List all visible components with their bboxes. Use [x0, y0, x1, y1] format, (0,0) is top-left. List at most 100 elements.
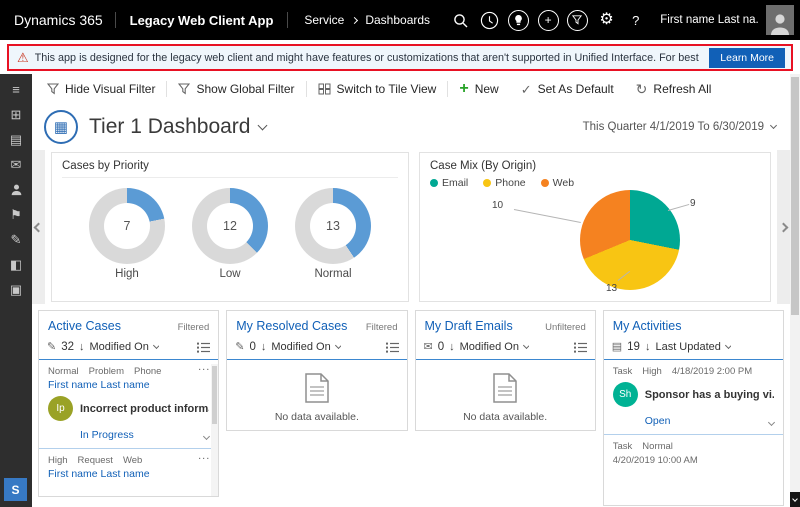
dynamics-365-brand[interactable]: Dynamics 365 [14, 12, 103, 28]
pie-chart[interactable] [580, 190, 680, 290]
sort-field-selector[interactable]: Modified On [460, 341, 529, 353]
worklist-icon[interactable]: ▤ [9, 132, 23, 147]
quick-create-button[interactable]: + [536, 7, 561, 34]
card-toolbar: ▤ 19 ↓ Last Updated [603, 339, 783, 360]
empty-state-text: No data available. [274, 411, 359, 423]
library-icon[interactable]: ▣ [9, 282, 23, 297]
priority-tag: Normal [642, 441, 673, 452]
chevron-down-icon [769, 121, 778, 130]
customer-link[interactable]: First name Last name [48, 468, 150, 480]
advanced-find-button[interactable] [565, 7, 590, 34]
customer-link[interactable]: First name Last name [48, 379, 150, 391]
settings-button[interactable]: ⚙ [594, 7, 619, 34]
legend-label: Email [442, 177, 469, 189]
card-title[interactable]: Active Cases [48, 319, 121, 333]
donut-label: High [115, 268, 139, 280]
search-button[interactable] [448, 7, 473, 34]
help-button[interactable]: ? [623, 7, 648, 34]
learn-more-button[interactable]: Learn More [709, 47, 785, 68]
legend-item-phone[interactable]: Phone [483, 177, 526, 189]
date-range-selector[interactable]: This Quarter 4/1/2019 To 6/30/2019 [583, 121, 778, 133]
activity-row[interactable]: Task Normal 4/20/2019 10:00 AM [603, 434, 783, 470]
card-toolbar: ✉ 0 ↓ Modified On [415, 339, 595, 360]
card-toolbar: ✎ 32 ↓ Modified On [39, 339, 219, 360]
chevron-right-icon [351, 16, 359, 24]
donut-chart[interactable]: 7 [89, 188, 165, 264]
chart-title: Cases by Priority [62, 160, 398, 178]
scroll-charts-right-button[interactable] [777, 150, 790, 304]
chevron-down-icon [334, 341, 341, 350]
timestamp: 4/20/2019 10:00 AM [612, 455, 698, 466]
menu-icon[interactable]: ≡ [12, 82, 20, 97]
activity-row[interactable]: Task High 4/18/2019 2:00 PM Sh Sponsor h… [604, 360, 783, 434]
legend-dot [430, 179, 438, 187]
mail-icon[interactable]: ✉ [10, 157, 22, 172]
legend-item-web[interactable]: Web [540, 177, 574, 189]
type-tag: Problem [88, 366, 124, 377]
refresh-all-button[interactable]: ↻ Refresh All [625, 82, 723, 96]
list-view-icon[interactable] [197, 342, 211, 353]
dashboard-title[interactable]: Tier 1 Dashboard [89, 115, 251, 138]
sort-descending-icon[interactable]: ↓ [79, 340, 85, 353]
sort-field-selector[interactable]: Last Updated [655, 341, 731, 353]
show-global-filter-button[interactable]: Show Global Filter [167, 82, 305, 96]
my-draft-emails-card: My Draft Emails Unfiltered ✉ 0 ↓ Modifie… [414, 310, 596, 431]
donut-chart[interactable]: 13 [295, 188, 371, 264]
card-scrollbar-thumb[interactable] [212, 366, 218, 424]
visual-filter-strip: Cases by Priority 7 High 12 Low [32, 150, 790, 304]
legend-item-email[interactable]: Email [430, 177, 468, 189]
plus-icon: + [459, 80, 469, 97]
panel-icon[interactable]: ◧ [9, 257, 23, 272]
scroll-down-button[interactable] [790, 492, 800, 507]
recent-items-button[interactable] [477, 7, 502, 34]
funnel-icon [47, 83, 59, 95]
skype-badge[interactable]: S [4, 478, 27, 501]
contacts-icon[interactable] [10, 182, 23, 197]
scroll-charts-left-button[interactable] [32, 150, 45, 304]
card-title[interactable]: My Draft Emails [424, 319, 513, 333]
dashboards-icon[interactable]: ⊞ [10, 107, 22, 122]
breadcrumb-section[interactable]: Service [304, 13, 345, 27]
user-name[interactable]: First name Last na... [660, 14, 759, 26]
flag-icon[interactable]: ⚑ [10, 207, 22, 222]
donut-chart[interactable]: 12 [192, 188, 268, 264]
scrollbar-thumb[interactable] [791, 77, 799, 315]
more-options-button[interactable]: ... [198, 450, 211, 462]
mail-icon: ✉ [423, 340, 433, 353]
tiles-icon [318, 83, 331, 95]
sort-descending-icon[interactable]: ↓ [260, 340, 267, 353]
record-meta: High Request Web [48, 455, 209, 466]
card-title[interactable]: My Resolved Cases [236, 319, 348, 333]
switch-to-tile-view-button[interactable]: Switch to Tile View [307, 82, 448, 96]
command-label: New [474, 82, 499, 96]
sort-descending-icon[interactable]: ↓ [644, 340, 651, 353]
more-options-button[interactable]: ... [198, 361, 211, 373]
card-header: Active Cases Filtered [39, 311, 218, 339]
sort-field-selector[interactable]: Modified On [90, 341, 159, 353]
sort-field-selector[interactable]: Modified On [271, 341, 341, 353]
set-as-default-button[interactable]: ✓ Set As Default [510, 82, 625, 96]
hide-visual-filter-button[interactable]: Hide Visual Filter [36, 82, 166, 96]
card-title[interactable]: My Activities [612, 319, 682, 333]
case-row[interactable]: Normal Problem Phone ... First name Last… [39, 360, 218, 448]
breadcrumb-page[interactable]: Dashboards [365, 13, 431, 27]
list-view-icon[interactable] [573, 342, 587, 353]
leader-line [667, 203, 690, 211]
list-view-icon[interactable] [385, 342, 399, 353]
sort-descending-icon[interactable]: ↓ [449, 340, 455, 353]
command-separator [166, 81, 168, 97]
case-row[interactable]: High Request Web ... First name Last nam… [39, 448, 219, 484]
command-label: Show Global Filter [196, 82, 295, 96]
donut-value: 12 [207, 203, 253, 249]
chevron-down-icon[interactable] [258, 120, 268, 131]
pen-icon[interactable]: ✎ [10, 232, 22, 247]
app-name[interactable]: Legacy Web Client App [129, 12, 274, 28]
new-button[interactable]: + New [448, 81, 509, 97]
page-scrollbar [790, 74, 800, 507]
left-navigation-rail: ≡ ⊞ ▤ ✉ ⚑ ✎ ◧ ▣ S [0, 74, 32, 507]
assistant-button[interactable] [506, 7, 531, 34]
record-title[interactable]: Sponsor has a buying vi... [644, 388, 774, 401]
user-avatar[interactable] [766, 5, 794, 35]
record-title[interactable]: Incorrect product informatio... [80, 402, 209, 415]
record-body: Sh Sponsor has a buying vi... [612, 382, 774, 407]
